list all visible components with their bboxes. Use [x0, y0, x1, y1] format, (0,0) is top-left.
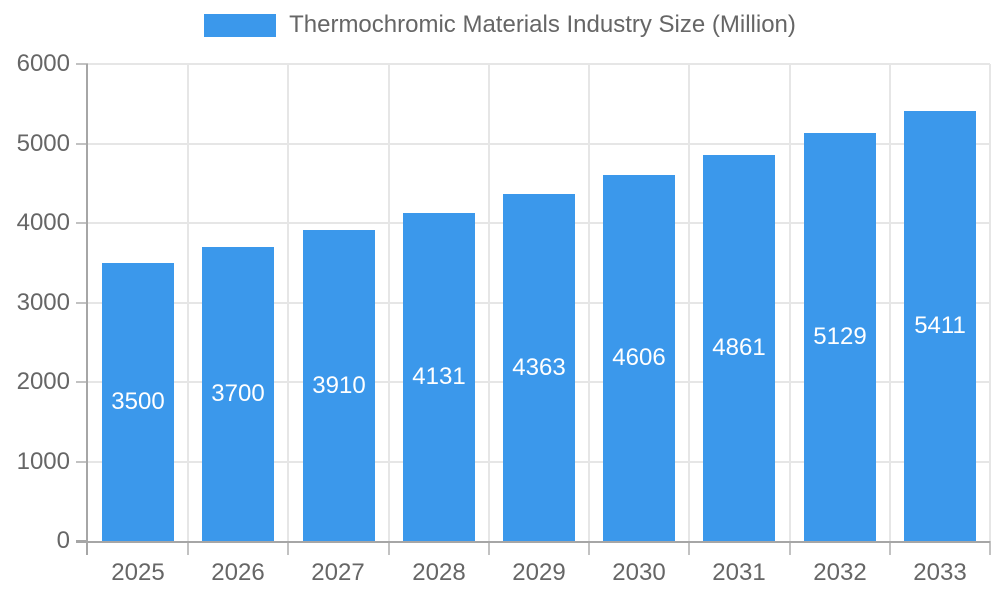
x-tick-mark: [889, 541, 891, 555]
v-gridline: [789, 64, 791, 541]
bar-value-label: 3910: [312, 372, 366, 399]
x-tick-label: 2025: [111, 559, 165, 586]
x-tick-mark: [488, 541, 490, 555]
y-tick-label: 5000: [16, 130, 70, 157]
bar-value-label: 4606: [612, 344, 666, 371]
bar-2026[interactable]: [202, 247, 274, 541]
y-tick-mark: [76, 461, 88, 463]
bar-value-label: 5129: [813, 323, 867, 350]
bar-value-label: 5411: [914, 312, 966, 339]
bar-2032[interactable]: [804, 133, 876, 541]
v-gridline: [488, 64, 490, 541]
x-tick-mark: [287, 541, 289, 555]
h-gridline: [88, 63, 990, 65]
bar-2027[interactable]: [303, 230, 375, 541]
x-tick-mark: [187, 541, 189, 555]
x-tick-mark: [989, 541, 991, 555]
x-tick-mark: [688, 541, 690, 555]
x-tick-label: 2027: [311, 559, 365, 586]
legend-swatch: [204, 13, 277, 37]
bar-2030[interactable]: [603, 175, 675, 541]
x-tick-label: 2030: [612, 559, 666, 586]
v-gridline: [287, 64, 289, 541]
x-tick-mark: [789, 541, 791, 555]
y-tick-label: 6000: [16, 50, 70, 77]
y-tick-label: 1000: [16, 448, 70, 475]
y-tick-mark: [76, 302, 88, 304]
bar-2029[interactable]: [503, 194, 575, 541]
y-axis-line: [86, 64, 88, 555]
v-gridline: [989, 64, 991, 541]
x-tick-label: 2028: [412, 559, 466, 586]
y-tick-mark: [76, 222, 88, 224]
x-tick-mark: [388, 541, 390, 555]
legend[interactable]: Thermochromic Materials Industry Size (M…: [0, 0, 1000, 50]
bar-value-label: 4861: [712, 334, 766, 361]
x-tick-label: 2032: [813, 559, 867, 586]
bar-2025[interactable]: [102, 263, 174, 541]
x-tick-label: 2029: [512, 559, 566, 586]
y-tick-label: 0: [56, 527, 70, 554]
x-tick-label: 2033: [913, 559, 967, 586]
v-gridline: [388, 64, 390, 541]
bar-2031[interactable]: [703, 155, 775, 541]
h-gridline: [88, 143, 990, 145]
bar-value-label: 4131: [412, 363, 466, 390]
bar-2033[interactable]: [904, 111, 976, 541]
y-tick-label: 3000: [16, 289, 70, 316]
y-tick-label: 2000: [16, 368, 70, 395]
bar-2028[interactable]: [403, 213, 475, 541]
x-tick-mark: [588, 541, 590, 555]
y-tick-label: 4000: [16, 209, 70, 236]
bar-value-label: 4363: [512, 354, 566, 381]
v-gridline: [588, 64, 590, 541]
bar-value-label: 3700: [211, 380, 265, 407]
bar-value-label: 3500: [111, 388, 165, 415]
y-tick-mark: [76, 143, 88, 145]
x-axis-line: [76, 541, 990, 543]
v-gridline: [889, 64, 891, 541]
y-tick-mark: [76, 63, 88, 65]
y-tick-mark: [76, 381, 88, 383]
legend-label: Thermochromic Materials Industry Size (M…: [289, 11, 796, 38]
v-gridline: [688, 64, 690, 541]
x-tick-label: 2026: [211, 559, 265, 586]
x-tick-label: 2031: [712, 559, 766, 586]
v-gridline: [187, 64, 189, 541]
